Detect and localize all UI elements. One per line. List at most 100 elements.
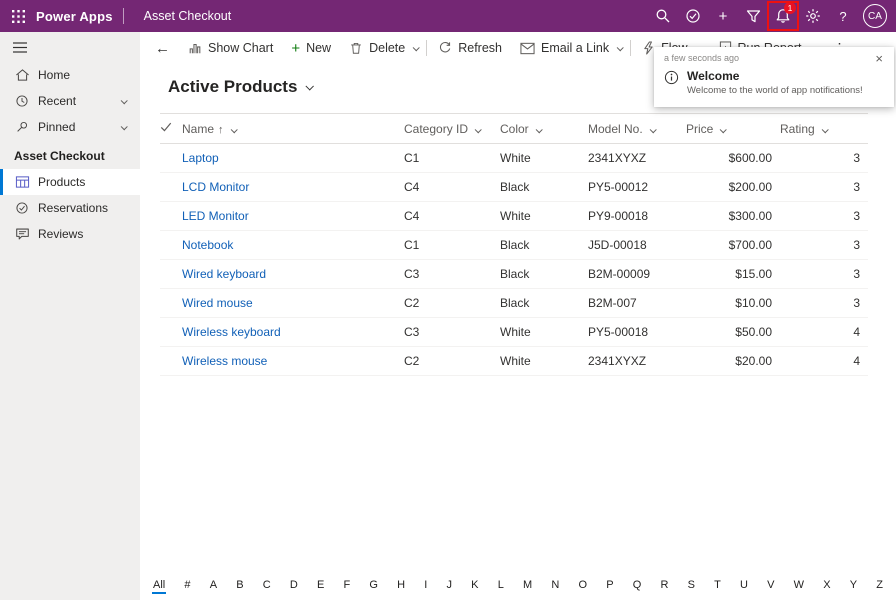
cell-rating: 4 (780, 317, 868, 347)
view-selector[interactable]: Active Products (140, 64, 896, 107)
jump-letter[interactable]: # (184, 578, 191, 591)
jump-letter[interactable]: J (446, 578, 453, 591)
row-select-cell[interactable] (160, 172, 182, 202)
jump-letter[interactable]: W (793, 578, 805, 591)
jump-letter[interactable]: D (289, 578, 298, 591)
sidebar-item-recent[interactable]: Recent (0, 88, 140, 114)
new-button[interactable]: + New (282, 32, 340, 64)
jump-letter[interactable]: N (551, 578, 560, 591)
column-header-rating[interactable]: Rating (780, 113, 868, 144)
jump-letter[interactable]: S (687, 578, 695, 591)
jump-letter[interactable]: H (397, 578, 406, 591)
product-link[interactable]: Laptop (182, 151, 219, 165)
select-all-checkbox[interactable] (160, 113, 182, 144)
jump-letter[interactable]: L (497, 578, 504, 591)
row-select-cell[interactable] (160, 288, 182, 318)
jump-letter[interactable]: T (714, 578, 721, 591)
info-icon (664, 70, 679, 85)
cell-price: $20.00 (686, 346, 780, 376)
sidebar-item-home[interactable]: Home (0, 62, 140, 88)
product-link[interactable]: Notebook (182, 238, 234, 252)
app-title[interactable]: Asset Checkout (143, 9, 232, 23)
column-header-model[interactable]: Model No. (588, 113, 686, 144)
column-header-category[interactable]: Category ID (404, 113, 500, 144)
column-header-price[interactable]: Price (686, 113, 780, 144)
jump-letter[interactable]: Z (876, 578, 883, 591)
back-button[interactable]: ← (146, 32, 179, 64)
sidebar-item-products[interactable]: Products (0, 169, 140, 195)
jump-letter[interactable]: B (236, 578, 244, 591)
table-row[interactable]: Wireless keyboard C3 White PY5-00018 $50… (160, 317, 868, 347)
filter-button[interactable] (738, 0, 768, 32)
jump-letter[interactable]: C (262, 578, 271, 591)
jump-letter[interactable]: K (471, 578, 479, 591)
pin-icon (14, 119, 30, 135)
status-check-button[interactable] (678, 0, 708, 32)
show-chart-button[interactable]: Show Chart (179, 32, 282, 64)
column-header-name[interactable]: Name ↑ (182, 113, 404, 144)
quick-create-button[interactable]: + (708, 0, 738, 32)
help-button[interactable]: ? (828, 0, 858, 32)
jump-letter[interactable]: I (424, 578, 428, 591)
jump-letter[interactable]: Y (849, 578, 858, 591)
sidebar-collapse-button[interactable] (0, 32, 140, 62)
jump-letter[interactable]: E (316, 578, 325, 591)
cell-category: C4 (404, 172, 500, 202)
row-select-cell[interactable] (160, 143, 182, 173)
row-select-cell[interactable] (160, 259, 182, 289)
jump-letter[interactable]: A (209, 578, 218, 591)
cell-category: C3 (404, 259, 500, 289)
hamburger-icon (13, 41, 27, 53)
chevron-down-icon[interactable] (120, 122, 128, 130)
jump-letter[interactable]: X (823, 578, 831, 591)
jump-all[interactable]: All (152, 577, 167, 594)
table-row[interactable]: Laptop C1 White 2341XYXZ $600.00 3 (160, 143, 868, 173)
jump-letter[interactable]: O (578, 578, 588, 591)
cell-category: C1 (404, 143, 500, 173)
product-link[interactable]: Wired mouse (182, 296, 253, 310)
product-link[interactable]: Wireless keyboard (182, 325, 281, 339)
column-header-color[interactable]: Color (500, 113, 588, 144)
sidebar-item-pinned[interactable]: Pinned (0, 114, 140, 140)
settings-button[interactable] (798, 0, 828, 32)
row-select-cell[interactable] (160, 317, 182, 347)
delete-button[interactable]: Delete (340, 32, 414, 64)
notifications-button[interactable]: 1 (767, 0, 799, 32)
table-row[interactable]: Wireless mouse C2 White 2341XYXZ $20.00 … (160, 346, 868, 376)
jump-letter[interactable]: M (522, 578, 533, 591)
jump-letter[interactable]: F (343, 578, 351, 591)
app-launcher-icon[interactable] (0, 0, 36, 32)
email-link-dropdown-button[interactable] (609, 32, 628, 64)
table-row[interactable]: Notebook C1 Black J5D-00018 $700.00 3 (160, 230, 868, 260)
product-link[interactable]: LCD Monitor (182, 180, 250, 194)
table-row[interactable]: LED Monitor C4 White PY9-00018 $300.00 3 (160, 201, 868, 231)
sidebar-item-reviews[interactable]: Reviews (0, 221, 140, 247)
product-link[interactable]: Wireless mouse (182, 354, 268, 368)
row-select-cell[interactable] (160, 201, 182, 231)
chevron-down-icon (720, 125, 728, 133)
app-brand[interactable]: Power Apps (36, 8, 113, 24)
jump-letter[interactable]: P (606, 578, 614, 591)
table-row[interactable]: Wired mouse C2 Black B2M-007 $10.00 3 (160, 288, 868, 318)
jump-letter[interactable]: V (767, 578, 775, 591)
jump-letter[interactable]: U (739, 578, 748, 591)
product-link[interactable]: Wired keyboard (182, 267, 267, 281)
search-button[interactable] (648, 0, 678, 32)
table-row[interactable]: Wired keyboard C3 Black B2M-00009 $15.00… (160, 259, 868, 289)
table-row[interactable]: LCD Monitor C4 Black PY5-00012 $200.00 3 (160, 172, 868, 202)
jump-letter[interactable]: R (660, 578, 669, 591)
sidebar-item-reservations[interactable]: Reservations (0, 195, 140, 221)
row-select-cell[interactable] (160, 230, 182, 260)
chevron-down-icon[interactable] (120, 96, 128, 104)
product-link[interactable]: LED Monitor (182, 209, 249, 223)
email-link-button[interactable]: Email a Link (511, 32, 618, 64)
jump-letter[interactable]: G (369, 578, 378, 591)
avatar[interactable]: CA (863, 4, 887, 28)
jump-letter[interactable]: Q (632, 578, 642, 591)
toast-close-button[interactable]: × (872, 52, 886, 65)
cell-category: C2 (404, 346, 500, 376)
cell-model: PY5-00018 (588, 317, 686, 347)
delete-dropdown-button[interactable] (405, 32, 424, 64)
row-select-cell[interactable] (160, 346, 182, 376)
refresh-button[interactable]: Refresh (429, 32, 511, 64)
